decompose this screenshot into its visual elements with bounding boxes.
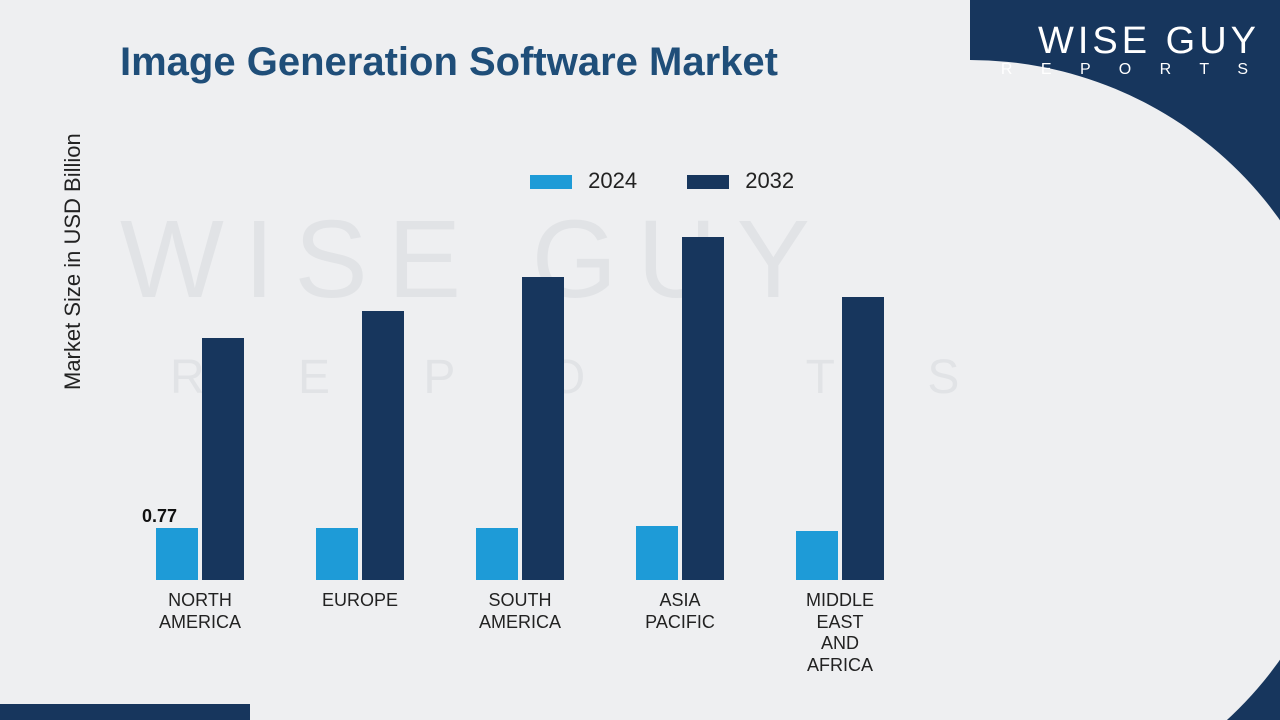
category-label: MIDDLEEASTANDAFRICA	[780, 590, 900, 676]
bar-group	[780, 297, 900, 580]
bar-group	[620, 237, 740, 580]
bar-2032	[682, 237, 724, 580]
bar-2024	[476, 528, 518, 580]
value-label: 0.77	[142, 506, 177, 527]
category-label: SOUTHAMERICA	[460, 590, 580, 633]
category-label: EUROPE	[300, 590, 420, 612]
logo-line2: R E P O R T S	[1001, 62, 1260, 78]
bar-2024	[636, 526, 678, 580]
legend-swatch-2032	[687, 175, 729, 189]
y-axis-label: Market Size in USD Billion	[60, 133, 86, 390]
bar-group	[140, 338, 260, 580]
legend-item-2032: 2032	[687, 168, 794, 194]
legend-item-2024: 2024	[530, 168, 637, 194]
bar-2024	[796, 531, 838, 580]
chart-title: Image Generation Software Market	[120, 40, 778, 85]
stage: WISE GUY R E P O R T S Image Generation …	[0, 0, 1280, 720]
footer-accent-bar	[0, 704, 250, 720]
bar-group	[460, 277, 580, 580]
legend: 2024 2032	[530, 168, 794, 194]
plot-area	[140, 210, 940, 580]
brand-logo: WISE GUY R E P O R T S	[1001, 22, 1260, 78]
bar-2024	[316, 528, 358, 580]
logo-line1: WISE GUY	[1001, 22, 1260, 60]
category-label: ASIAPACIFIC	[620, 590, 740, 633]
legend-swatch-2024	[530, 175, 572, 189]
legend-label-2032: 2032	[745, 168, 794, 193]
bar-2032	[362, 311, 404, 580]
bar-2032	[522, 277, 564, 580]
category-label: NORTHAMERICA	[140, 590, 260, 633]
bar-2032	[202, 338, 244, 580]
bar-2024	[156, 528, 198, 580]
bar-2032	[842, 297, 884, 580]
legend-label-2024: 2024	[588, 168, 637, 193]
bar-group	[300, 311, 420, 580]
